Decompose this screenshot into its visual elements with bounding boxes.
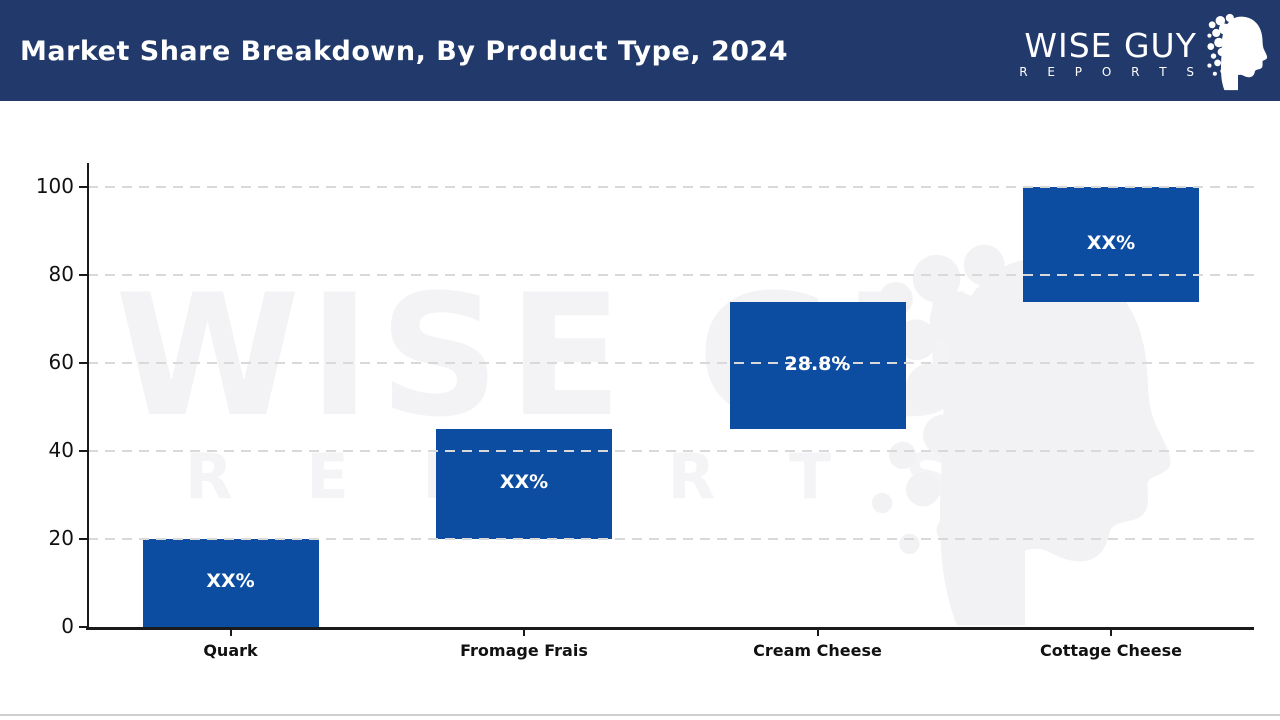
bar-quark: [142, 539, 319, 627]
y-tick-mark: [79, 626, 88, 628]
x-tick-label: Cottage Cheese: [1040, 641, 1182, 660]
x-tick-mark: [523, 630, 525, 636]
y-tick-label: 0: [61, 614, 74, 638]
y-tick-label: 60: [48, 350, 74, 374]
x-tick-mark: [229, 630, 232, 636]
y-tick-mark: [79, 186, 88, 188]
gridline-80: [88, 274, 1254, 276]
y-tick-label: 100: [35, 174, 74, 198]
bottom-rule: [0, 714, 1280, 716]
gridline-40: [88, 450, 1254, 452]
gridline-20: [88, 538, 1254, 540]
y-tick-mark: [79, 362, 88, 364]
bar-cream-cheese: [729, 302, 906, 429]
header-bar: Market Share Breakdown, By Product Type,…: [0, 0, 1280, 101]
x-axis-line: [86, 627, 1254, 630]
x-tick-label: Quark: [203, 641, 258, 660]
bar-value-label: XX%: [206, 570, 255, 592]
x-tick-mark: [1110, 630, 1112, 636]
y-axis-line: [87, 163, 89, 629]
y-tick-mark: [79, 450, 88, 452]
y-tick-mark: [79, 274, 88, 276]
bar-value-label: 28.8%: [784, 352, 851, 375]
bar-value-label: XX%: [499, 471, 549, 493]
bar-cottage-cheese: [1023, 187, 1199, 303]
x-tick-label: Cream Cheese: [753, 641, 882, 660]
brand-logo: WISE GUY R E P O R T S: [1019, 6, 1272, 98]
y-tick-label: 80: [48, 262, 74, 286]
y-tick-mark: [79, 538, 88, 540]
x-tick-mark: [816, 630, 819, 636]
brand-tagline: R E P O R T S: [1019, 64, 1202, 79]
y-tick-label: 40: [48, 438, 74, 462]
bar-fromage-frais: [436, 429, 612, 539]
gridline-100: [88, 186, 1254, 188]
gridline-60: [88, 362, 1254, 364]
brand-face-icon: [1207, 13, 1268, 91]
bar-value-label: XX%: [1086, 231, 1136, 254]
brand-logo-text: WISE GUY R E P O R T S: [1019, 25, 1202, 79]
y-tick-label: 20: [48, 526, 74, 550]
brand-wordmark: WISE GUY: [1024, 25, 1197, 65]
chart-title: Market Share Breakdown, By Product Type,…: [20, 36, 789, 67]
x-tick-label: Fromage Frais: [460, 641, 588, 660]
